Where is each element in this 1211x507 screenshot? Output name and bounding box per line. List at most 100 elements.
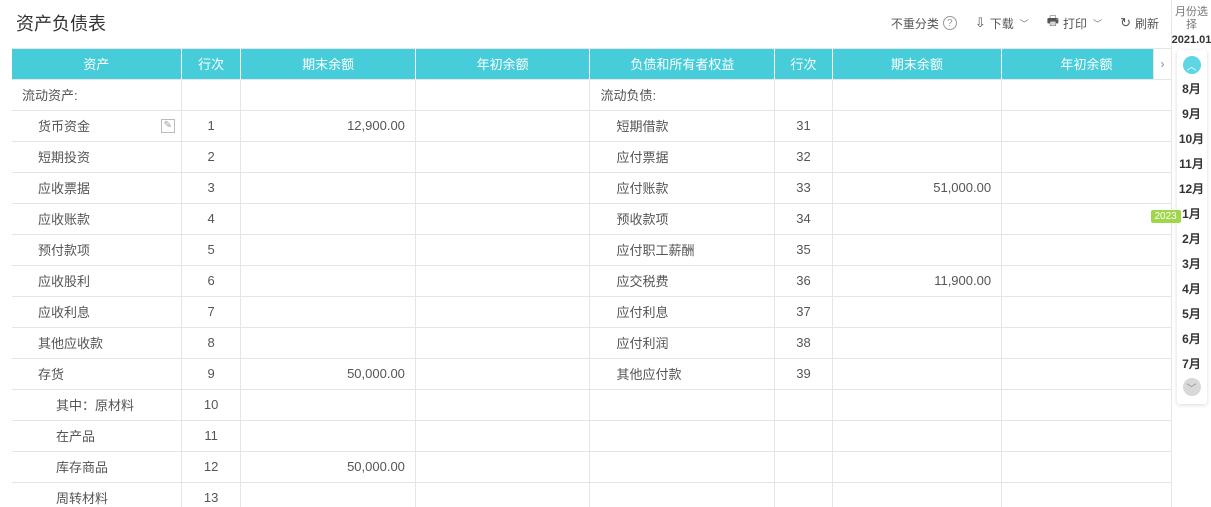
asset-name: 存货	[38, 367, 64, 382]
refresh-button[interactable]: ↻ 刷新	[1120, 15, 1159, 32]
table-row: 应收股利6应交税费3611,900.00	[12, 265, 1171, 296]
liability-name-cell: 应付职工薪酬	[590, 234, 775, 265]
line-number-cell	[181, 79, 241, 110]
line-number2-cell: 37	[775, 296, 832, 327]
print-icon: 🖶	[1047, 12, 1059, 34]
end-balance2-cell: 51,000.00	[832, 172, 1001, 203]
asset-name-cell: 应收股利	[12, 265, 181, 296]
end-balance2-cell	[832, 110, 1001, 141]
line-number-cell: 6	[181, 265, 241, 296]
line-number2-cell	[775, 451, 832, 482]
begin-balance-cell	[415, 420, 590, 451]
month-item[interactable]: 9月	[1182, 103, 1201, 124]
table-row: 存货 950,000.00 其他应付款39	[12, 358, 1171, 389]
table-row: 短期投资2应付票据32	[12, 141, 1171, 172]
asset-name-cell: 短期投资	[12, 141, 181, 172]
month-item[interactable]: 1月	[1182, 203, 1201, 224]
table-row: 货币资金✎112,900.00短期借款31	[12, 110, 1171, 141]
month-item[interactable]: 5月	[1182, 303, 1201, 324]
end-balance2-cell	[832, 203, 1001, 234]
end-balance-cell	[241, 172, 416, 203]
end-balance-cell	[241, 327, 416, 358]
asset-name-cell: 应收账款	[12, 203, 181, 234]
begin-balance-cell	[415, 234, 590, 265]
refresh-label: 刷新	[1135, 15, 1159, 32]
th-asset: 资产	[12, 49, 181, 79]
line-number2-cell: 35	[775, 234, 832, 265]
month-sidebar: 月份选择 2021.01 2023 ︿ 8月9月10月11月12月1月2月3月4…	[1171, 0, 1211, 507]
th-line2: 行次	[775, 49, 832, 79]
line-number-cell: 8	[181, 327, 241, 358]
month-up-button[interactable]: ︿	[1183, 56, 1201, 74]
month-item[interactable]: 3月	[1182, 253, 1201, 274]
end-balance-cell: 50,000.00	[241, 358, 416, 389]
balance-sheet-table: 资产 行次 期末余额 年初余额 负债和所有者权益 行次 期末余额 年初余额 流动…	[12, 49, 1171, 507]
end-balance2-cell	[832, 234, 1001, 265]
print-button[interactable]: 🖶 打印 ﹀	[1047, 12, 1102, 34]
begin-balance-cell	[415, 110, 590, 141]
table-scroll[interactable]: 资产 行次 期末余额 年初余额 负债和所有者权益 行次 期末余额 年初余额 流动…	[12, 49, 1171, 507]
reclass-toggle[interactable]: 不重分类 ?	[891, 15, 957, 32]
table-row: 流动资产: 流动负债:	[12, 79, 1171, 110]
begin-balance2-cell	[1002, 172, 1171, 203]
asset-name: 应收票据	[38, 181, 90, 196]
edit-icon[interactable]: ✎	[161, 119, 175, 133]
help-icon[interactable]: ?	[943, 16, 957, 30]
liability-name-cell	[590, 451, 775, 482]
month-item[interactable]: 6月	[1182, 328, 1201, 349]
begin-balance-cell	[415, 203, 590, 234]
liability-name-cell: 预收款项	[590, 203, 775, 234]
liability-name-cell: 应付票据	[590, 141, 775, 172]
begin-balance2-cell	[1002, 482, 1171, 507]
asset-name: 应收股利	[38, 274, 90, 289]
month-item[interactable]: 8月	[1182, 78, 1201, 99]
chevron-down-icon: ﹀	[1093, 17, 1102, 30]
table-header-row: 资产 行次 期末余额 年初余额 负债和所有者权益 行次 期末余额 年初余额	[12, 49, 1171, 79]
month-item[interactable]: 12月	[1179, 178, 1204, 199]
begin-balance-cell	[415, 358, 590, 389]
table-row: 应收票据3应付账款3351,000.00	[12, 172, 1171, 203]
chevron-up-icon: ︿	[1187, 58, 1197, 73]
liability-name-cell	[590, 482, 775, 507]
line-number-cell: 13	[181, 482, 241, 507]
download-button[interactable]: ⇩ 下载 ﹀	[975, 15, 1029, 32]
asset-name: 应收利息	[38, 305, 90, 320]
toolbar: 不重分类 ? ⇩ 下载 ﹀ 🖶 打印 ﹀ ↻ 刷新	[891, 12, 1159, 34]
line-number-cell: 9	[181, 358, 241, 389]
end-balance-cell	[241, 296, 416, 327]
print-label: 打印	[1063, 15, 1087, 32]
asset-name: 短期投资	[38, 150, 90, 165]
line-number2-cell	[775, 389, 832, 420]
th-end2: 期末余额	[832, 49, 1001, 79]
begin-balance2-cell	[1002, 358, 1171, 389]
line-number-cell: 12	[181, 451, 241, 482]
expand-months-tab[interactable]: ›	[1153, 49, 1171, 79]
th-line: 行次	[181, 49, 241, 79]
month-item[interactable]: 4月	[1182, 278, 1201, 299]
line-number-cell: 3	[181, 172, 241, 203]
chevron-down-icon: ﹀	[1187, 380, 1197, 395]
month-item[interactable]: 7月	[1182, 353, 1201, 374]
month-selector-label: 月份选择	[1172, 0, 1211, 34]
asset-name: 应收账款	[38, 212, 90, 227]
month-list: 8月 9月 10月 11月 12月 1月 2月 3月 4月 5月 6月 7月	[1179, 78, 1204, 374]
month-item[interactable]: 11月	[1179, 153, 1204, 174]
begin-balance2-cell	[1002, 389, 1171, 420]
asset-name: 流动资产:	[22, 88, 78, 103]
month-item[interactable]: 10月	[1179, 128, 1204, 149]
month-item[interactable]: 2月	[1182, 228, 1201, 249]
asset-name-cell: 预付款项	[12, 234, 181, 265]
liability-name-cell: 流动负债:	[590, 79, 775, 110]
month-down-button[interactable]: ﹀	[1183, 378, 1201, 396]
line-number-cell: 5	[181, 234, 241, 265]
asset-name-cell: 应收票据	[12, 172, 181, 203]
begin-balance-cell	[415, 389, 590, 420]
table-row: 库存商品1250,000.00	[12, 451, 1171, 482]
liability-name-cell: 其他应付款	[590, 358, 775, 389]
asset-name: 周转材料	[56, 491, 108, 506]
asset-name: 其他应收款	[38, 336, 103, 351]
end-balance2-cell	[832, 389, 1001, 420]
line-number2-cell: 39	[775, 358, 832, 389]
asset-name-cell: 其中：原材料	[12, 389, 181, 420]
end-balance-cell	[241, 141, 416, 172]
